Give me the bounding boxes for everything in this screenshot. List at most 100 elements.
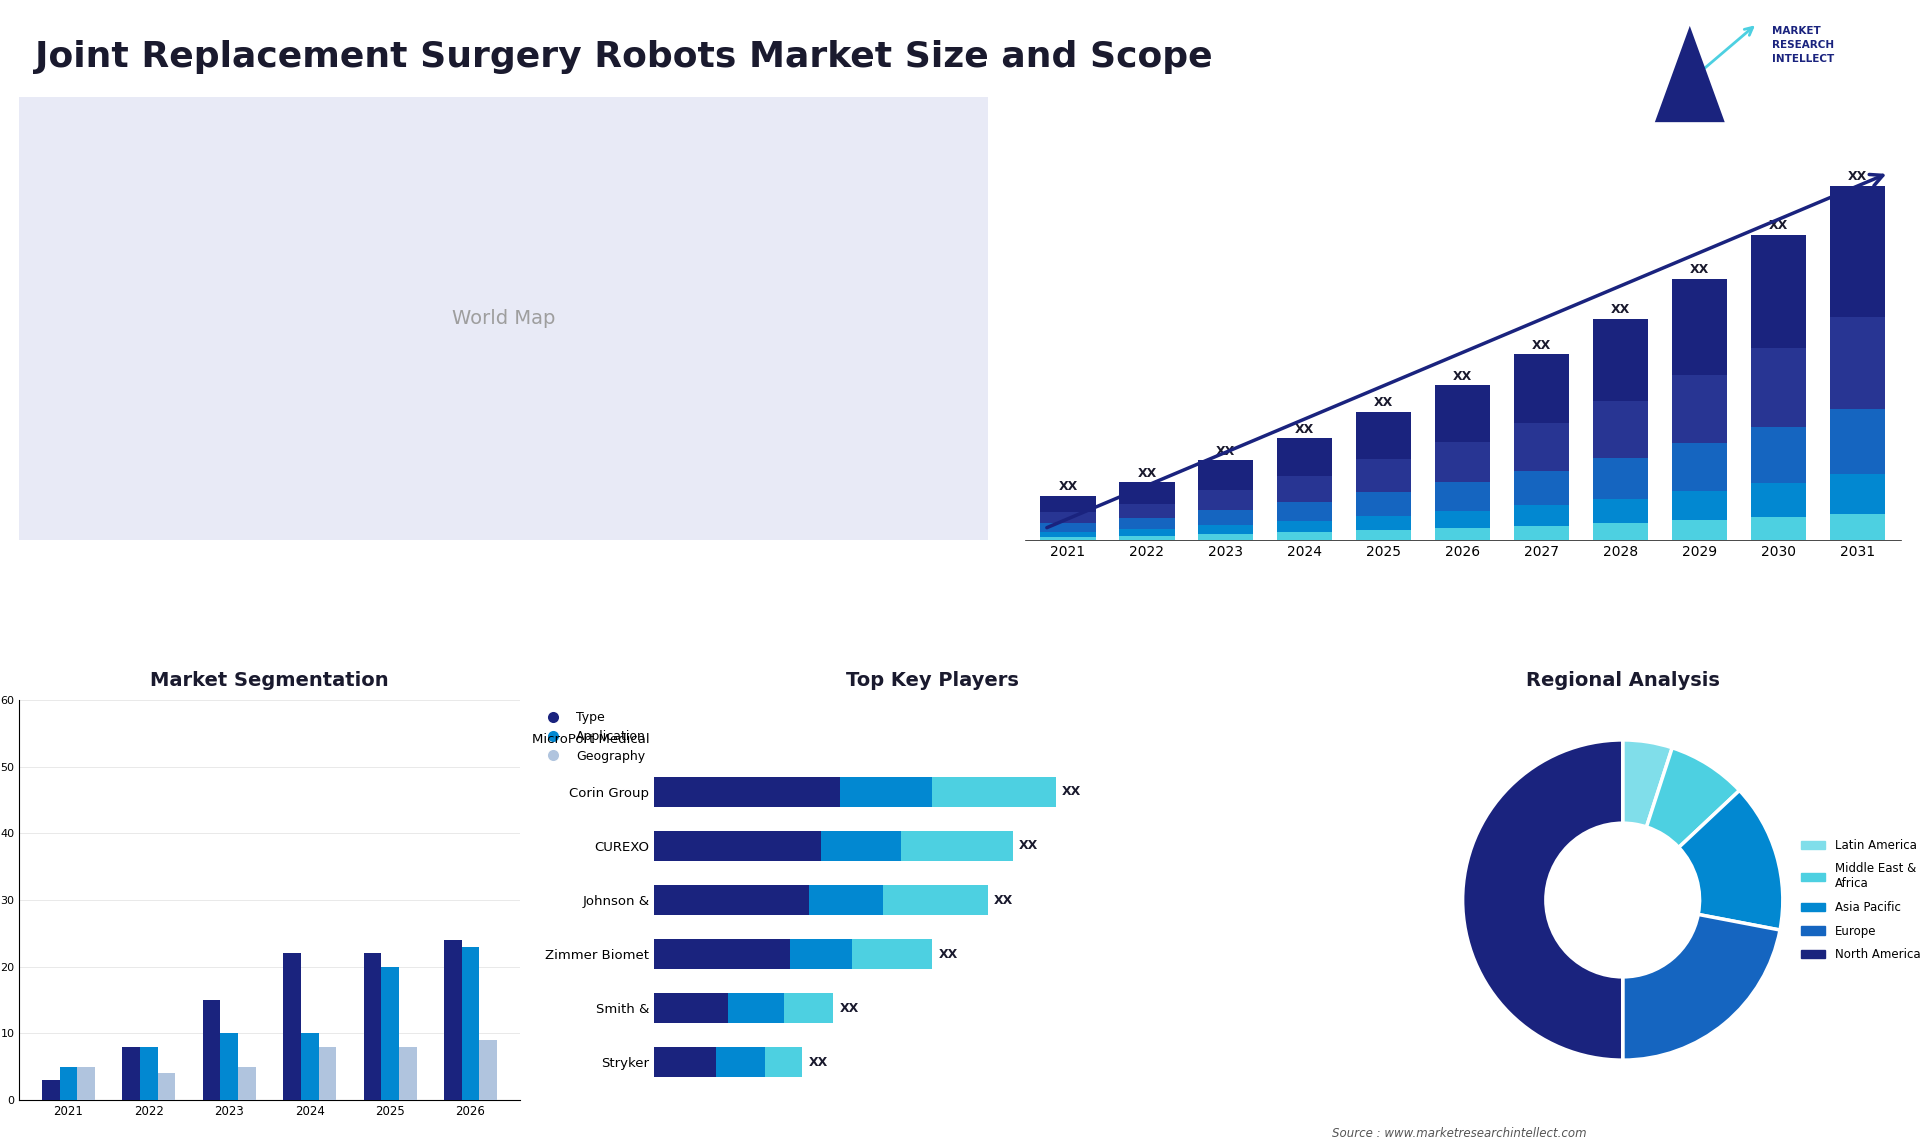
Wedge shape [1622,740,1672,827]
Wedge shape [1463,740,1622,1060]
Bar [822,831,900,861]
Bar [655,777,839,807]
Bar [766,1047,803,1077]
Text: XX: XX [1058,480,1077,493]
Bar [1434,442,1490,482]
Bar [1119,482,1175,503]
Bar [1041,495,1096,512]
Bar [282,953,301,1100]
Bar [1356,493,1411,516]
Bar [123,1046,140,1100]
Wedge shape [1622,915,1780,1060]
Bar [140,1046,157,1100]
Bar [1672,376,1728,444]
Bar [1277,532,1332,540]
Bar [1356,531,1411,540]
Bar [728,994,783,1023]
Bar [1751,235,1807,347]
Text: XX: XX [1453,369,1473,383]
Bar [1515,505,1569,526]
Bar [221,1034,238,1100]
Bar [1041,536,1096,540]
Bar [1277,476,1332,502]
Bar [1119,529,1175,535]
Bar [1119,503,1175,518]
Title: Market Segmentation: Market Segmentation [150,672,388,690]
Bar [808,885,883,915]
Polygon shape [1655,26,1724,123]
Legend: Type, Application, Geography: Type, Application, Geography [536,706,651,768]
Bar [399,1046,417,1100]
Bar [1041,524,1096,532]
Text: XX: XX [1020,839,1039,853]
Text: Source : www.marketresearchintellect.com: Source : www.marketresearchintellect.com [1332,1128,1586,1140]
Bar [461,947,480,1100]
Bar [783,994,833,1023]
Bar [301,1034,319,1100]
Bar [1594,458,1647,499]
Text: XX: XX [1215,445,1235,457]
Bar [1277,521,1332,532]
Bar [1515,423,1569,471]
Bar [655,994,728,1023]
Text: XX: XX [839,1002,858,1014]
Bar [363,953,382,1100]
Bar [933,777,1056,807]
Bar [655,885,808,915]
Legend: Latin America, Middle East &
Africa, Asia Pacific, Europe, North America: Latin America, Middle East & Africa, Asi… [1797,834,1920,966]
Text: XX: XX [1296,423,1315,435]
Bar [1830,317,1885,409]
Bar [1830,513,1885,540]
Text: Joint Replacement Surgery Robots Market Size and Scope: Joint Replacement Surgery Robots Market … [35,40,1212,74]
Bar [1515,354,1569,423]
Text: XX: XX [939,948,958,960]
Bar [157,1074,175,1100]
Bar [1356,460,1411,493]
Bar [1434,482,1490,511]
Bar [1751,347,1807,426]
Bar [1672,520,1728,540]
Bar [444,940,461,1100]
Bar [1041,512,1096,524]
Bar [900,831,1012,861]
Bar [238,1067,255,1100]
Bar [789,940,852,970]
Text: MARKET
RESEARCH
INTELLECT: MARKET RESEARCH INTELLECT [1772,26,1834,64]
Bar [319,1046,336,1100]
Bar [1830,474,1885,513]
Bar [60,1067,77,1100]
Bar [204,1000,221,1100]
Bar [1594,319,1647,401]
Text: XX: XX [1137,466,1156,480]
Bar [1356,411,1411,460]
Text: XX: XX [1690,264,1709,276]
Bar [42,1081,60,1100]
FancyBboxPatch shape [0,76,1018,562]
Bar [1515,471,1569,505]
Bar [883,885,987,915]
Bar [1277,502,1332,521]
Bar [1515,526,1569,540]
Text: XX: XX [1611,304,1630,316]
Bar [1198,489,1254,510]
Bar [1672,278,1728,376]
Text: XX: XX [1768,219,1788,233]
Text: XX: XX [1062,785,1081,799]
Bar [1356,516,1411,531]
Bar [1198,510,1254,525]
Text: XX: XX [1847,171,1866,183]
Bar [655,940,789,970]
Bar [1830,409,1885,474]
Bar [1041,532,1096,536]
Text: World Map: World Map [451,309,555,328]
Bar [1198,534,1254,540]
Bar [1594,524,1647,540]
Bar [1751,484,1807,517]
Bar [1434,528,1490,540]
Bar [1594,401,1647,458]
Bar [1119,535,1175,540]
Bar [1434,511,1490,528]
Bar [1751,517,1807,540]
Bar [1830,186,1885,317]
Title: Top Key Players: Top Key Players [845,672,1020,690]
